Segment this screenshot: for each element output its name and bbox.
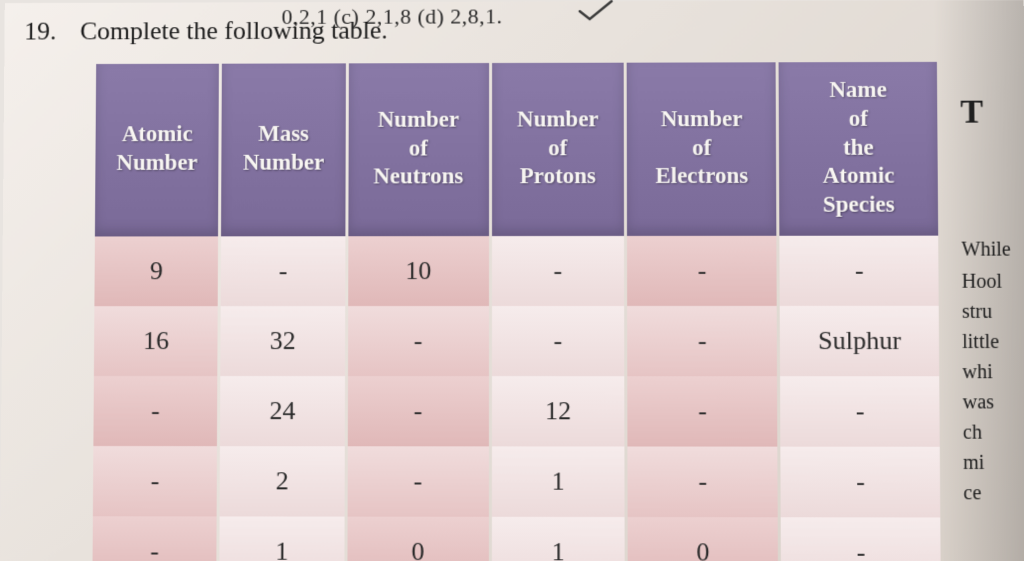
margin-fragment: was	[963, 392, 1024, 412]
cell: -	[781, 446, 940, 517]
data-table: AtomicNumber MassNumber NumberofNeutrons…	[89, 62, 943, 561]
margin-fragment: stru	[962, 302, 1024, 322]
cell: 1	[492, 446, 625, 517]
cell: 1	[492, 517, 625, 561]
cell: -	[492, 306, 625, 376]
atomic-species-table: AtomicNumber MassNumber NumberofNeutrons…	[89, 62, 943, 561]
table-row: - 24 - 12 - -	[93, 376, 939, 447]
header-label: AtomicNumber	[116, 121, 197, 174]
cell: -	[347, 376, 488, 446]
margin-fragment: Hool	[962, 272, 1024, 292]
cell: 16	[94, 306, 218, 376]
margin-fragment: T	[960, 96, 1024, 130]
cell: 32	[221, 306, 345, 376]
cell: -	[221, 236, 345, 306]
cell: 1	[220, 516, 345, 561]
col-species-name: NameoftheAtomicSpecies	[779, 62, 938, 236]
cell: 0	[347, 516, 488, 561]
cell: -	[781, 517, 941, 561]
cell: -	[92, 516, 217, 561]
cell: -	[627, 306, 777, 376]
table-row: 16 32 - - - Sulphur	[94, 306, 939, 376]
margin-fragment: ch	[963, 423, 1024, 443]
table-row: - 1 0 1 0 -	[92, 516, 940, 561]
cell: 12	[492, 376, 625, 446]
margin-fragment: ce	[963, 483, 1024, 503]
cell: -	[492, 236, 625, 306]
table-body: 9 - 10 - - - 16 32 - - - Sulphur -	[92, 235, 940, 561]
col-atomic-number: AtomicNumber	[95, 64, 219, 237]
cell: 0	[628, 517, 779, 561]
cell: -	[348, 306, 489, 376]
table-row: 9 - 10 - - -	[94, 235, 938, 306]
cell: 10	[348, 236, 489, 306]
question-text: Complete the following table.	[80, 16, 388, 46]
col-mass-number: MassNumber	[221, 63, 345, 236]
header-label: MassNumber	[243, 121, 324, 174]
col-electrons: NumberofElectrons	[627, 62, 777, 235]
margin-fragment: whi	[962, 362, 1024, 382]
cell: 2	[220, 446, 345, 516]
cell: 24	[220, 376, 344, 446]
cell: -	[628, 376, 778, 446]
cell: -	[627, 236, 777, 306]
cell: -	[347, 446, 488, 517]
header-label: NumberofProtons	[517, 106, 599, 188]
tick-mark-icon	[576, 0, 616, 23]
header-label: NumberofElectrons	[655, 106, 748, 188]
cell: Sulphur	[780, 306, 939, 376]
cell: -	[93, 376, 217, 446]
textbook-page: 0,2,1 (c) 2,1,8 (d) 2,8,1. 19. Complete …	[0, 0, 1024, 561]
cell: 9	[94, 236, 218, 306]
question-number: 19.	[24, 17, 74, 47]
cell: -	[628, 446, 778, 517]
margin-fragment: little	[962, 332, 1024, 352]
col-neutrons: NumberofNeutrons	[348, 63, 489, 236]
table-header-row: AtomicNumber MassNumber NumberofNeutrons…	[95, 62, 938, 236]
margin-fragment: mi	[963, 453, 1024, 473]
margin-fragment: While	[961, 240, 1024, 260]
table-row: - 2 - 1 - -	[93, 446, 940, 517]
cell: -	[93, 446, 217, 516]
col-protons: NumberofProtons	[492, 63, 625, 236]
question-line: 19. Complete the following table.	[24, 16, 388, 47]
cell: -	[780, 376, 939, 447]
header-label: NumberofNeutrons	[373, 106, 463, 188]
header-label: NameoftheAtomicSpecies	[823, 77, 895, 217]
cell: -	[780, 235, 939, 305]
